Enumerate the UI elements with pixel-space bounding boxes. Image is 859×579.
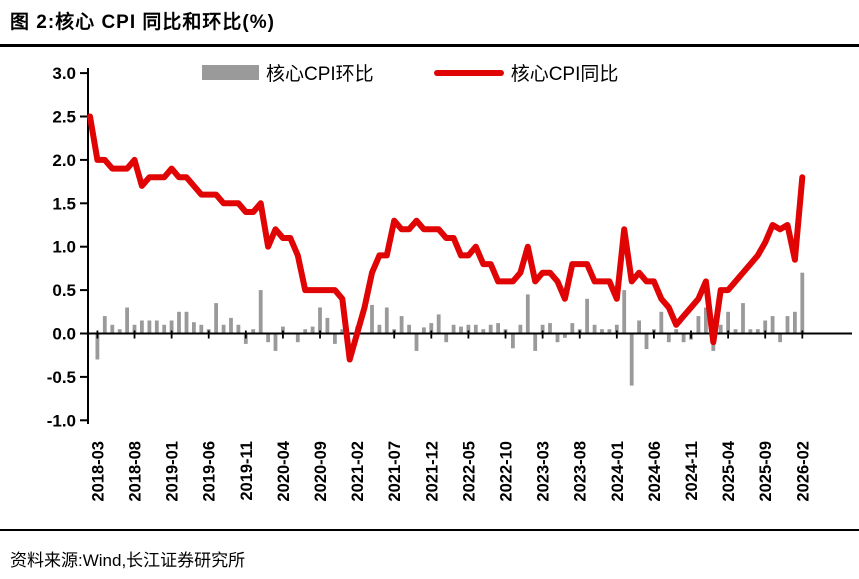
svg-text:1.5: 1.5 xyxy=(52,194,76,213)
svg-text:2020-04: 2020-04 xyxy=(275,440,293,501)
axis-bottom-rule xyxy=(0,529,859,531)
svg-text:3.0: 3.0 xyxy=(52,64,76,83)
svg-text:2024-06: 2024-06 xyxy=(646,441,664,502)
svg-text:-1.0: -1.0 xyxy=(47,411,76,430)
svg-text:1.0: 1.0 xyxy=(52,238,76,257)
svg-text:2019-11: 2019-11 xyxy=(238,441,256,501)
svg-text:0.0: 0.0 xyxy=(52,325,76,344)
svg-text:2024-11: 2024-11 xyxy=(683,441,701,501)
svg-text:2021-02: 2021-02 xyxy=(349,441,367,502)
legend-label-mom: 核心CPI环比 xyxy=(266,64,374,85)
svg-text:2022-05: 2022-05 xyxy=(460,441,478,502)
svg-text:2025-04: 2025-04 xyxy=(720,440,738,501)
svg-text:2025-09: 2025-09 xyxy=(757,441,775,502)
svg-text:2018-08: 2018-08 xyxy=(127,441,145,502)
svg-text:2022-10: 2022-10 xyxy=(498,441,516,502)
svg-text:2020-09: 2020-09 xyxy=(312,441,330,502)
svg-text:2023-08: 2023-08 xyxy=(572,441,590,502)
figure-title: 图 2:核心 CPI 同比和环比(%) xyxy=(10,12,275,33)
svg-text:2.5: 2.5 xyxy=(52,108,76,127)
title-underline xyxy=(0,44,859,47)
chart-legend: 核心CPI环比 核心CPI同比 xyxy=(202,59,618,86)
svg-text:2019-06: 2019-06 xyxy=(201,441,219,502)
svg-text:2024-01: 2024-01 xyxy=(609,441,627,502)
legend-item-mom: 核心CPI环比 xyxy=(202,59,374,86)
svg-text:-0.5: -0.5 xyxy=(47,368,76,387)
svg-text:2019-01: 2019-01 xyxy=(164,441,182,502)
svg-text:2026-02: 2026-02 xyxy=(794,441,812,502)
svg-text:2023-03: 2023-03 xyxy=(535,441,553,502)
svg-text:2021-07: 2021-07 xyxy=(386,441,404,502)
legend-bar-swatch-icon xyxy=(202,65,259,80)
svg-text:2.0: 2.0 xyxy=(52,151,76,170)
svg-text:2018-03: 2018-03 xyxy=(89,441,107,502)
legend-label-yoy: 核心CPI同比 xyxy=(510,64,619,85)
source-note: 资料来源:Wind,长江证券研究所 xyxy=(10,551,246,570)
legend-line-swatch-icon xyxy=(433,69,504,76)
svg-text:0.5: 0.5 xyxy=(52,281,76,300)
svg-text:2021-12: 2021-12 xyxy=(423,441,441,502)
legend-item-yoy: 核心CPI同比 xyxy=(433,59,619,86)
